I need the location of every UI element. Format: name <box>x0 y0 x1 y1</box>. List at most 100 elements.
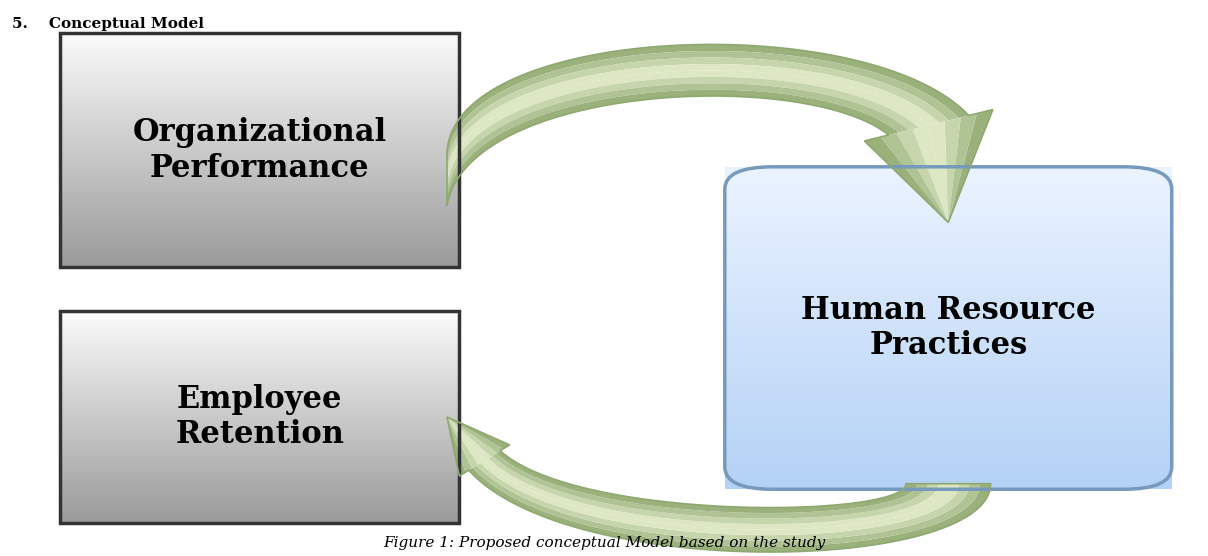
Polygon shape <box>896 129 948 222</box>
Polygon shape <box>725 486 1172 489</box>
Polygon shape <box>60 106 459 108</box>
Polygon shape <box>948 113 977 222</box>
Polygon shape <box>725 441 1172 444</box>
Polygon shape <box>60 486 459 489</box>
Polygon shape <box>60 415 459 417</box>
Polygon shape <box>60 239 459 241</box>
Polygon shape <box>447 71 929 187</box>
Polygon shape <box>725 192 1172 196</box>
Polygon shape <box>447 417 490 460</box>
Polygon shape <box>60 181 459 183</box>
Polygon shape <box>725 373 1172 376</box>
Polygon shape <box>725 480 1172 483</box>
Polygon shape <box>60 470 459 472</box>
Polygon shape <box>60 251 459 253</box>
Polygon shape <box>60 57 459 59</box>
Polygon shape <box>60 117 459 120</box>
Polygon shape <box>60 388 459 390</box>
Polygon shape <box>725 196 1172 199</box>
Polygon shape <box>60 206 459 208</box>
Polygon shape <box>60 485 459 486</box>
Polygon shape <box>60 171 459 173</box>
Polygon shape <box>60 36 459 38</box>
Polygon shape <box>60 230 459 232</box>
Polygon shape <box>725 206 1172 208</box>
Polygon shape <box>60 455 459 457</box>
Polygon shape <box>60 317 459 320</box>
Polygon shape <box>725 315 1172 319</box>
Polygon shape <box>60 54 459 57</box>
Text: 5.    Conceptual Model: 5. Conceptual Model <box>12 17 204 31</box>
Polygon shape <box>725 309 1172 312</box>
Polygon shape <box>725 428 1172 431</box>
Polygon shape <box>60 379 459 381</box>
Polygon shape <box>472 465 980 547</box>
Polygon shape <box>725 337 1172 341</box>
Polygon shape <box>469 468 991 552</box>
Polygon shape <box>725 199 1172 202</box>
Polygon shape <box>725 331 1172 335</box>
Polygon shape <box>725 438 1172 441</box>
Polygon shape <box>929 121 948 222</box>
Polygon shape <box>60 502 459 504</box>
Polygon shape <box>725 328 1172 331</box>
Polygon shape <box>60 225 459 227</box>
Polygon shape <box>60 480 459 483</box>
Polygon shape <box>60 64 459 66</box>
Polygon shape <box>60 197 459 199</box>
Polygon shape <box>60 335 459 337</box>
Polygon shape <box>725 219 1172 222</box>
Polygon shape <box>60 443 459 444</box>
Polygon shape <box>60 213 459 216</box>
Polygon shape <box>60 152 459 155</box>
Polygon shape <box>447 77 918 193</box>
Polygon shape <box>447 51 959 168</box>
Polygon shape <box>60 425 459 428</box>
Polygon shape <box>60 246 459 248</box>
Polygon shape <box>60 320 459 322</box>
Polygon shape <box>60 476 459 478</box>
Polygon shape <box>60 446 459 449</box>
Text: Organizational
Performance: Organizational Performance <box>133 117 387 183</box>
Polygon shape <box>60 428 459 430</box>
Polygon shape <box>725 473 1172 476</box>
Polygon shape <box>725 280 1172 283</box>
Polygon shape <box>725 351 1172 354</box>
Polygon shape <box>881 133 948 222</box>
Polygon shape <box>60 176 459 178</box>
Polygon shape <box>725 167 1172 170</box>
Polygon shape <box>447 417 504 453</box>
Polygon shape <box>725 321 1172 325</box>
Polygon shape <box>60 227 459 230</box>
Polygon shape <box>945 117 960 222</box>
Polygon shape <box>725 183 1172 186</box>
Polygon shape <box>60 87 459 90</box>
Polygon shape <box>725 393 1172 396</box>
Polygon shape <box>60 434 459 436</box>
Polygon shape <box>60 449 459 451</box>
Polygon shape <box>725 460 1172 464</box>
Polygon shape <box>60 413 459 415</box>
Polygon shape <box>60 192 459 195</box>
Polygon shape <box>725 170 1172 173</box>
Polygon shape <box>60 341 459 343</box>
Polygon shape <box>725 415 1172 418</box>
Polygon shape <box>60 461 459 464</box>
Polygon shape <box>447 90 899 206</box>
Text: Employee
Retention: Employee Retention <box>175 384 344 450</box>
Polygon shape <box>447 57 948 175</box>
Polygon shape <box>60 457 459 459</box>
Polygon shape <box>60 390 459 391</box>
Polygon shape <box>60 421 459 423</box>
Polygon shape <box>725 370 1172 373</box>
Polygon shape <box>725 231 1172 235</box>
Polygon shape <box>725 286 1172 289</box>
Polygon shape <box>60 187 459 190</box>
Polygon shape <box>725 386 1172 389</box>
Polygon shape <box>725 448 1172 450</box>
Polygon shape <box>60 257 459 260</box>
Polygon shape <box>60 348 459 349</box>
Polygon shape <box>725 212 1172 215</box>
Polygon shape <box>60 512 459 514</box>
Polygon shape <box>725 483 1172 486</box>
